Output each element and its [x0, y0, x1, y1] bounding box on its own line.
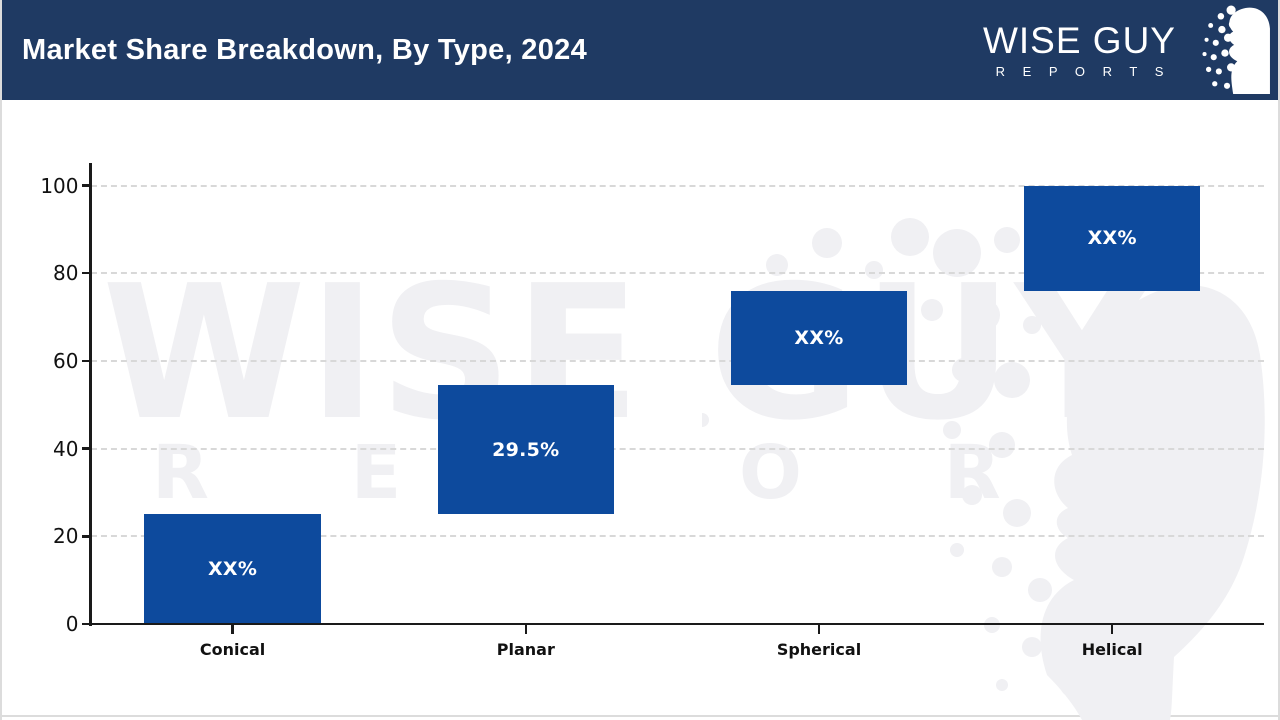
header-bar: Market Share Breakdown, By Type, 2024 WI… [2, 0, 1278, 100]
page-title: Market Share Breakdown, By Type, 2024 [22, 33, 588, 66]
y-axis-tick [81, 447, 91, 450]
bar-planar: 29.5% [437, 385, 615, 515]
watermark-face-icon [702, 218, 1265, 720]
y-axis-tick-label: 100 [40, 173, 79, 198]
x-axis-tick [1110, 625, 1114, 634]
bar-spherical: XX% [730, 290, 908, 385]
gridline-y40 [90, 447, 1264, 450]
x-axis-category-label: Planar [496, 640, 555, 659]
y-axis-tick-label: 20 [53, 524, 79, 549]
y-axis-tick [81, 271, 91, 275]
wise-guy-reports-logo: WISE GUY R E P O R T S [983, 0, 1278, 100]
x-axis-line [89, 622, 1264, 626]
face-profile-icon [1202, 5, 1270, 94]
bar-value-label: 29.5% [492, 438, 560, 461]
logo-wordmark: WISE GUY R E P O R T S [983, 22, 1176, 78]
x-axis-category-label: Helical [1081, 640, 1143, 659]
x-axis-tick [524, 625, 528, 634]
logo-subname: R E P O R T S [995, 64, 1171, 79]
gridline-y80 [90, 272, 1264, 275]
gridline-y20 [90, 535, 1264, 538]
watermark-text-line1: WISE GUY [102, 245, 1151, 461]
bar-helical: XX% [1023, 185, 1201, 291]
gridline-y100 [90, 184, 1264, 187]
y-axis-tick-label: 0 [65, 612, 79, 636]
y-axis-tick-label: 40 [53, 436, 79, 461]
x-axis-tick [817, 625, 821, 634]
y-axis-tick [81, 359, 91, 363]
y-axis-tick [81, 622, 91, 626]
y-axis-tick-label: 80 [53, 261, 79, 286]
bar-value-label: XX% [1087, 227, 1137, 250]
x-axis-tick [231, 625, 234, 634]
y-axis-tick [81, 535, 91, 538]
y-axis-tick-label: 60 [53, 348, 79, 373]
bottom-border-line [2, 715, 1278, 717]
bar-value-label: XX% [794, 326, 844, 349]
x-axis-category-label: Conical [199, 640, 266, 659]
gridline-y60 [90, 359, 1264, 362]
logo-name: WISE GUY [982, 20, 1176, 61]
x-axis-category-label: Spherical [776, 640, 862, 659]
y-axis-line [89, 163, 92, 626]
y-axis-tick [81, 184, 91, 187]
bar-value-label: XX% [207, 558, 258, 581]
bar-conical: XX% [144, 514, 321, 624]
